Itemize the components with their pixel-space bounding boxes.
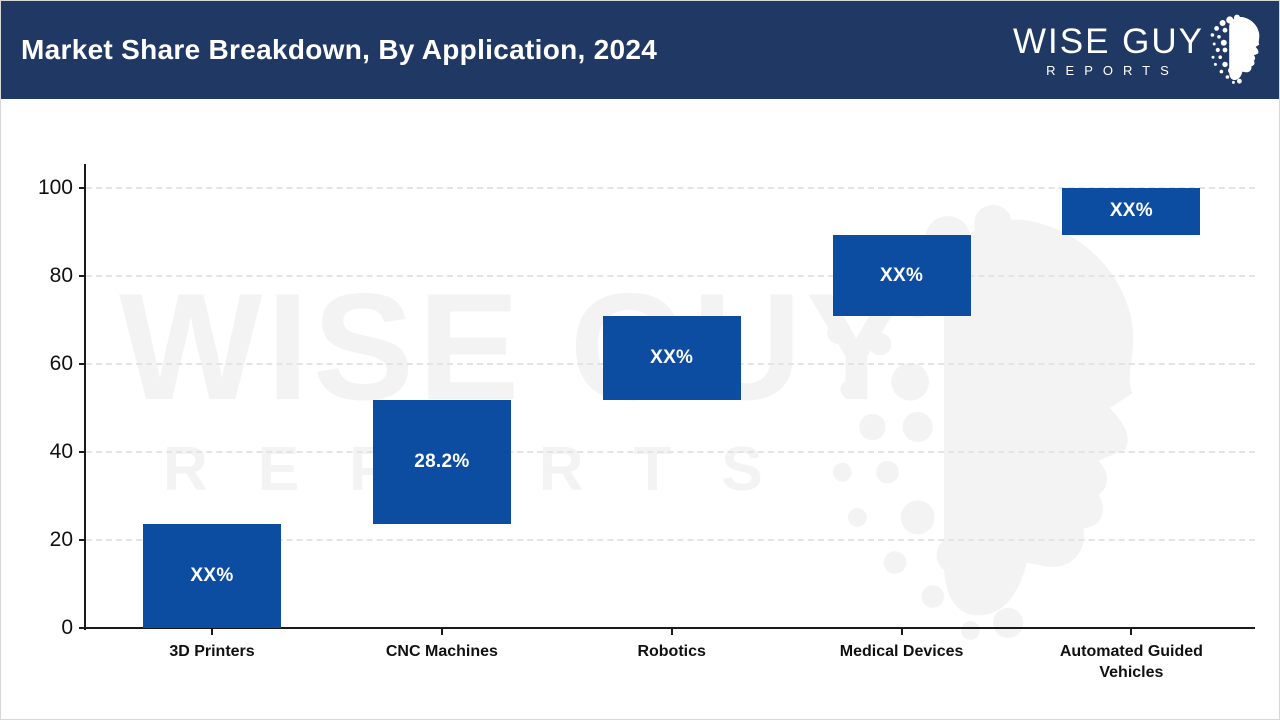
- x-category-label: Medical Devices: [839, 643, 964, 660]
- logo-text-block: WISE GUY REPORTS: [1013, 22, 1204, 78]
- x-category-label: Automated Guided Vehicles: [1059, 643, 1203, 681]
- y-tick: [79, 627, 86, 629]
- page-title: Market Share Breakdown, By Application, …: [21, 34, 658, 65]
- x-tick: [1130, 629, 1133, 635]
- bar-value-label: 28.2%: [414, 450, 470, 472]
- y-tick-label: 100: [37, 176, 73, 199]
- y-tick: [79, 539, 86, 541]
- y-tick: [79, 187, 86, 189]
- y-tick-label: 20: [49, 528, 73, 551]
- y-tick-label: 80: [49, 264, 73, 287]
- y-tick-label: 40: [49, 440, 73, 463]
- x-axis-line: [84, 627, 1255, 629]
- wiseguy-logo: WISE GUY REPORTS: [1013, 11, 1267, 89]
- gridline-20: [86, 539, 1255, 541]
- gridline-40: [86, 451, 1255, 453]
- bar-3: XX%: [832, 234, 971, 317]
- bar-value-label: XX%: [650, 347, 694, 369]
- gridline-100: [86, 187, 1255, 189]
- x-category-label: CNC Machines: [385, 643, 498, 660]
- x-category-label: Robotics: [637, 643, 706, 660]
- bar-value-label: XX%: [880, 264, 924, 286]
- x-tick: [900, 629, 903, 635]
- gridline-80: [86, 275, 1255, 277]
- y-tick: [79, 451, 86, 453]
- bar-0: XX%: [143, 523, 281, 628]
- x-tick: [211, 629, 213, 635]
- header-bar: Market Share Breakdown, By Application, …: [1, 1, 1279, 99]
- bar-value-label: XX%: [1109, 200, 1153, 222]
- logo-head-icon: [1210, 14, 1260, 84]
- x-tick: [440, 629, 443, 635]
- y-tick: [79, 275, 86, 277]
- y-tick-label: 60: [49, 352, 73, 375]
- y-tick: [79, 363, 86, 365]
- bar-2: XX%: [602, 316, 741, 400]
- bar-4: XX%: [1062, 188, 1201, 235]
- bar-value-label: XX%: [190, 564, 234, 586]
- logo-wordmark-text: WISE GUY: [1012, 22, 1204, 61]
- y-axis-line: [84, 164, 86, 630]
- x-category-label: 3D Printers: [169, 643, 255, 660]
- y-tick-label: 0: [61, 616, 73, 639]
- x-tick: [670, 629, 673, 635]
- logo-reports-text: REPORTS: [1046, 63, 1179, 78]
- bar-1: 28.2%: [372, 399, 511, 524]
